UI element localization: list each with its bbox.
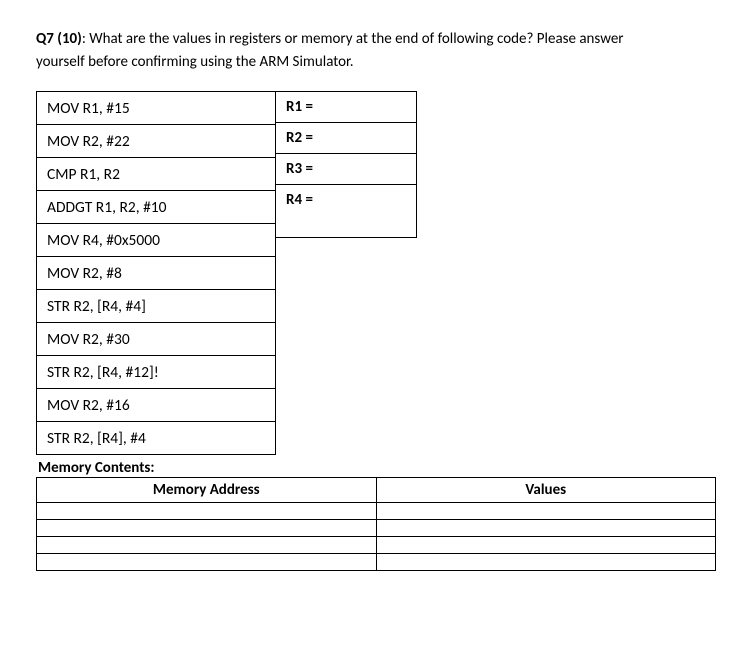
mem-cell [37, 554, 377, 571]
instr-row: STR R2, [R4], #4 [37, 422, 276, 455]
instr-row: STR R2, [R4, #4] [37, 290, 276, 323]
instr-row: MOV R1, #15 [37, 92, 276, 125]
reg-row: R4 = [276, 185, 416, 238]
reg-row: R1 = [276, 92, 416, 123]
mem-col-address: Memory Address [37, 478, 377, 503]
reg-row: R2 = [276, 123, 416, 154]
question-text-line1: : What are the values in registers or me… [82, 30, 624, 48]
instruction-table: MOV R1, #15 MOV R2, #22 CMP R1, R2 ADDGT… [36, 91, 276, 455]
register-table: R1 = R2 = R3 = R4 = [276, 91, 417, 238]
instr-row: MOV R2, #30 [37, 323, 276, 356]
mem-cell [376, 503, 716, 520]
mem-cell [376, 520, 716, 537]
instr-row: CMP R1, R2 [37, 158, 276, 191]
reg-label: R4 = [286, 191, 313, 209]
mem-cell [376, 554, 716, 571]
memory-heading: Memory Contents: [36, 459, 716, 477]
reg-label: R3 = [286, 160, 313, 178]
instr-row: STR R2, [R4, #12]! [37, 356, 276, 389]
mem-cell [37, 503, 377, 520]
reg-row: R3 = [276, 154, 416, 185]
question-label: Q7 (10) [36, 30, 82, 48]
reg-label: R2 = [286, 129, 313, 147]
instr-row: MOV R2, #16 [37, 389, 276, 422]
reg-label: R1 = [286, 98, 313, 116]
mem-col-values: Values [376, 478, 716, 503]
memory-table: Memory Address Values [36, 477, 716, 571]
instr-row: ADDGT R1, R2, #10 [37, 191, 276, 224]
instr-row: MOV R4, #0x5000 [37, 224, 276, 257]
mem-cell [37, 520, 377, 537]
instr-row: MOV R2, #22 [37, 125, 276, 158]
mem-cell [376, 537, 716, 554]
question-prompt: Q7 (10): What are the values in register… [36, 28, 716, 73]
question-text-line2: yourself before confirming using the ARM… [36, 53, 354, 71]
instr-row: MOV R2, #8 [37, 257, 276, 290]
mem-cell [37, 537, 377, 554]
